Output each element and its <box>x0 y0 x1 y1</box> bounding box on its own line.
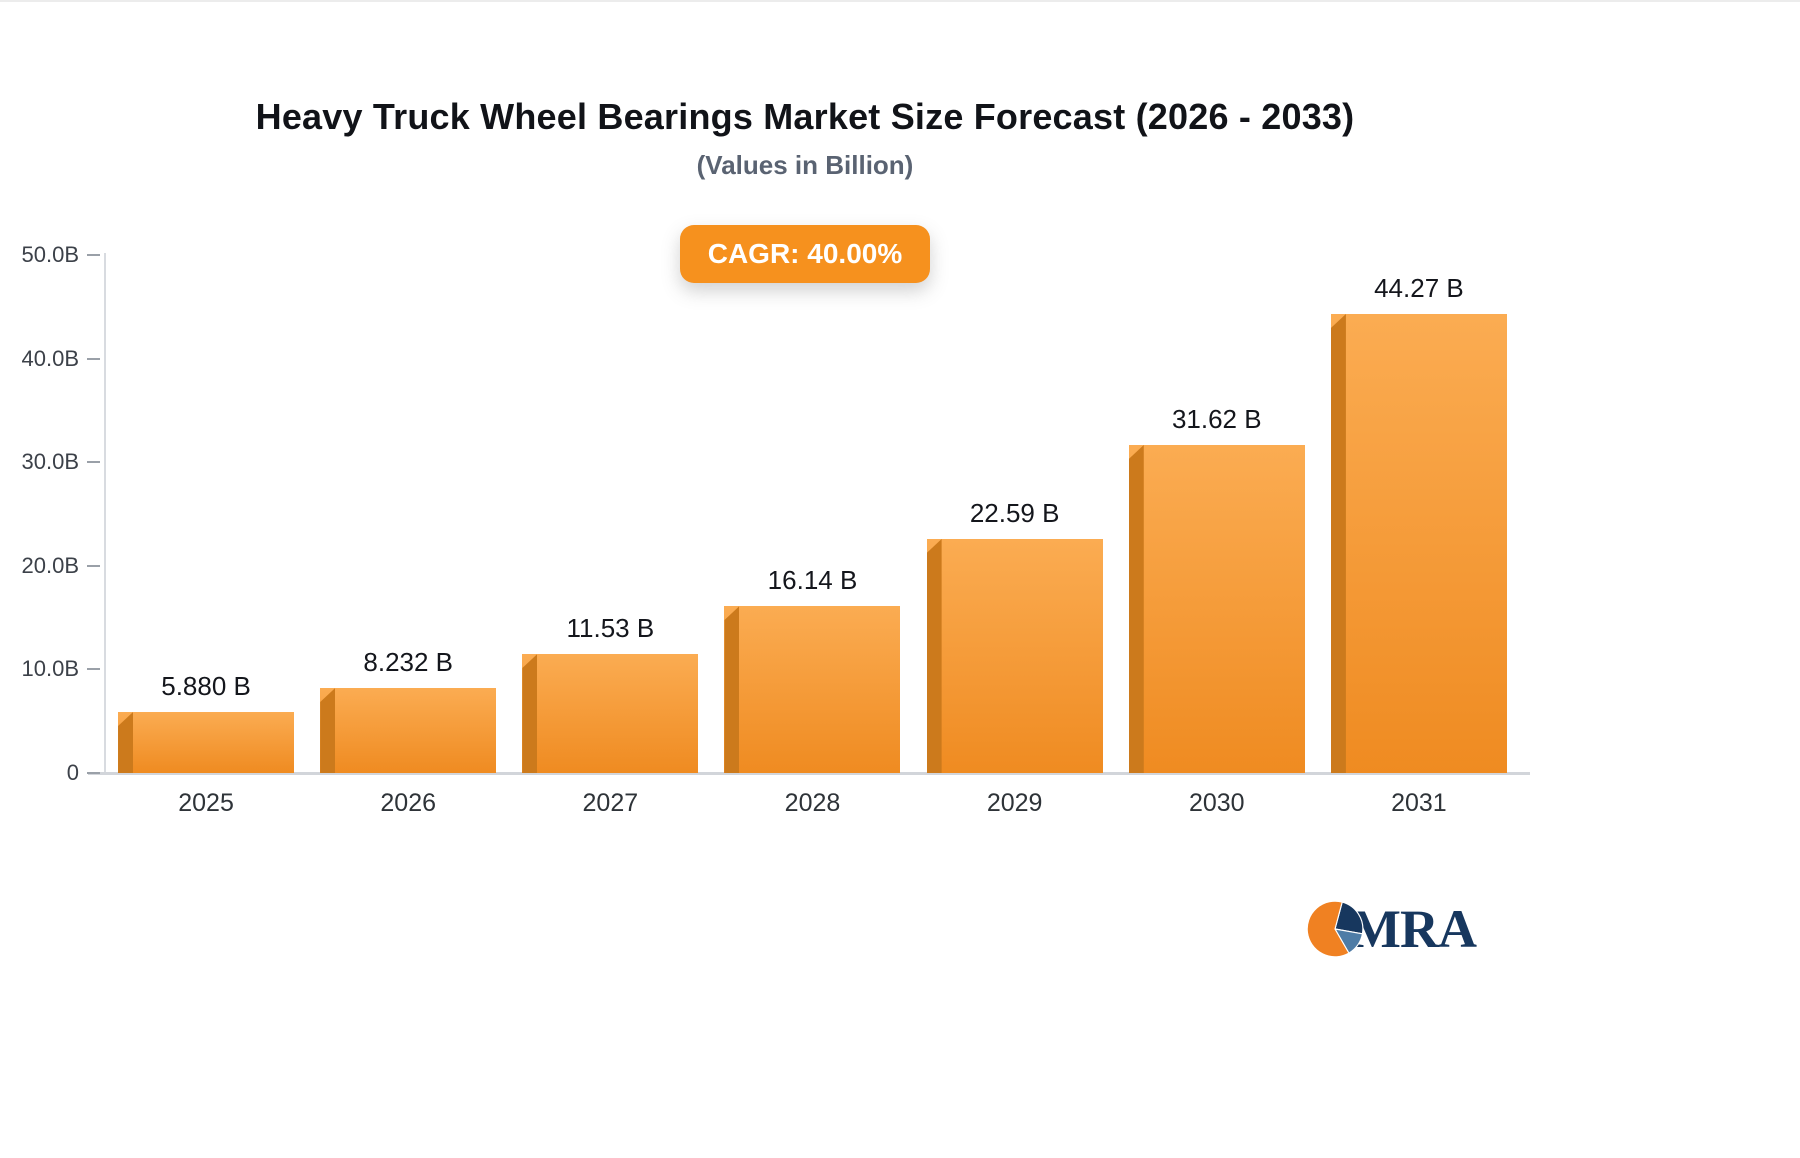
bar-group: 8.232 B <box>307 255 509 773</box>
cagr-badge: CAGR: 40.00% <box>679 225 931 283</box>
page-subtitle: (Values in Billion) <box>696 150 914 180</box>
y-tick: 20.0B <box>21 552 100 578</box>
bar-value-label: 5.880 B <box>161 671 251 701</box>
page-title: Heavy Truck Wheel Bearings Market Size F… <box>255 96 1355 137</box>
x-tick-label: 2031 <box>1391 789 1447 817</box>
y-tick-mark <box>87 461 100 464</box>
y-tick: 40.0B <box>21 345 100 371</box>
logo-mark-icon <box>1306 900 1364 958</box>
bar <box>1330 314 1507 773</box>
bar-value-label: 11.53 B <box>566 613 655 643</box>
bar-value-label: 22.59 B <box>969 498 1060 528</box>
bars: 5.880 B 8.232 B 11.53 B 16.14 B 22.59 B 31.62… <box>105 255 1520 773</box>
bar-group: 44.27 B <box>1318 255 1520 773</box>
x-tick-label: 2025 <box>178 789 234 817</box>
bar-side-face <box>1128 445 1144 773</box>
y-tick-mark <box>87 357 100 360</box>
bar-side-face <box>926 539 942 773</box>
bar-side-face <box>118 712 134 773</box>
cagr-badge-wrap: CAGR: 40.00% <box>0 225 1610 283</box>
bar-side-face <box>1330 314 1346 773</box>
bar-side-face <box>522 654 538 773</box>
y-tick-label: 40.0B <box>21 345 80 371</box>
bar-value-label: 44.27 B <box>1374 273 1464 303</box>
bar-value-label: 31.62 B <box>1171 404 1262 434</box>
x-axis-line <box>88 772 1530 775</box>
y-tick: 0 <box>66 760 100 785</box>
y-tick: 30.0B <box>21 449 100 475</box>
y-tick: 10.0B <box>21 656 100 682</box>
y-tick-label: 50.0B <box>21 242 80 267</box>
x-axis: 2025 2026 2027 2028 2029 2030 2031 <box>105 789 1520 818</box>
bar-group: 22.59 B <box>914 255 1116 773</box>
bar-value-label: 16.14 B <box>767 565 858 595</box>
bar-side-face <box>724 606 740 773</box>
x-tick-label: 2029 <box>986 789 1043 817</box>
logo-text: MRA <box>1350 899 1477 959</box>
brand-logo: MRA <box>1306 898 1477 960</box>
bar <box>522 654 699 773</box>
x-tick-label: 2030 <box>1188 789 1245 817</box>
bar <box>724 606 901 773</box>
bar <box>1128 445 1305 773</box>
y-tick-mark <box>87 564 100 567</box>
y-tick-label: 10.0B <box>21 656 80 682</box>
x-tick-label: 2028 <box>784 789 841 817</box>
bar-group: 16.14 B <box>711 255 913 773</box>
y-tick: 50.0B <box>21 242 100 267</box>
y-tick-label: 20.0B <box>21 552 80 578</box>
bar <box>320 688 497 773</box>
y-axis-line <box>104 253 106 774</box>
bar-group: 31.62 B <box>1116 255 1318 773</box>
y-tick-mark <box>87 668 100 671</box>
y-axis: 0 10.0B 20.0B 30.0B 40.0B 50.0B <box>0 242 100 785</box>
y-tick-mark <box>87 772 100 774</box>
bar-value-label: 8.232 B <box>363 647 454 677</box>
y-tick-mark <box>87 254 100 256</box>
bar-group: 5.880 B <box>105 255 307 773</box>
bar <box>118 712 295 773</box>
y-tick-label: 30.0B <box>21 449 80 475</box>
x-tick-label: 2027 <box>582 789 639 817</box>
x-tick-label: 2026 <box>380 789 437 817</box>
bar-side-face <box>320 688 336 773</box>
bar-group: 11.53 B <box>509 255 711 773</box>
bar <box>926 539 1103 773</box>
y-tick-label: 0 <box>66 760 79 785</box>
